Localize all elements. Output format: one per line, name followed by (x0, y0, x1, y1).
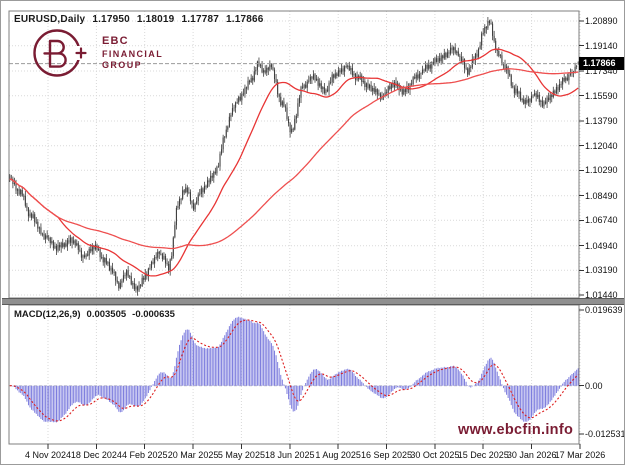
axis-tick-marks (47, 20, 584, 449)
price-axis-label: 1.03190 (585, 265, 618, 276)
date-label: 18 Dec 2024 (70, 450, 122, 460)
price-axis-label: 1.06740 (585, 215, 618, 226)
date-label: 15 Dec 2025 (457, 450, 509, 460)
ohlc-readout: EURUSD,Daily 1.17950 1.18019 1.17787 1.17866 (14, 14, 271, 25)
current-price-tag: 1.17866 (579, 57, 624, 71)
date-label: 20 Mar 2025 (167, 450, 219, 460)
price-axis-label: 1.19140 (585, 40, 618, 51)
ebc-logo-mark-icon (33, 29, 88, 77)
symbol-period-label: EURUSD,Daily (14, 14, 86, 25)
macd-axis-label: -0.012531 (585, 429, 625, 439)
price-axis-label: 1.20890 (585, 16, 618, 26)
ma-fast-line (9, 48, 579, 277)
logo-line-ebc: EBC (102, 35, 129, 47)
macd-label: MACD(12,26,9) (14, 309, 81, 320)
close-value: 1.17866 (226, 14, 264, 25)
price-axis-label: 1.10290 (585, 165, 618, 176)
date-label: 16 Sep 2025 (360, 450, 413, 460)
price-axis-label: 1.15590 (585, 90, 618, 101)
macd-value: 0.003505 (86, 309, 127, 320)
macd-signal-line (9, 319, 579, 422)
date-label: 4 Feb 2025 (121, 450, 168, 460)
price-axis-label: 1.04940 (585, 240, 618, 251)
date-label: 1 Aug 2025 (315, 450, 361, 460)
price-axis-label: 1.12040 (585, 140, 618, 151)
open-value: 1.17950 (92, 14, 130, 25)
high-value: 1.18019 (136, 14, 175, 25)
ma-slow-line (9, 68, 579, 250)
date-label: 4 Nov 2024 (24, 450, 72, 460)
logo-line-group: GROUP (102, 60, 143, 70)
price-axis-label: 1.08490 (585, 190, 618, 201)
date-label: 18 Jun 2025 (265, 450, 315, 460)
price-axis-label: 1.13790 (585, 116, 618, 127)
macd-axis-label: 0.019639 (585, 305, 623, 315)
price-axis-label: 1.01440 (585, 290, 618, 300)
low-value: 1.17787 (181, 14, 219, 25)
date-label: 30 Jan 2026 (506, 450, 557, 460)
grid-horizontal-lines (9, 20, 579, 296)
grid-vertical-lines (47, 11, 581, 444)
panel-separator[interactable] (2, 298, 624, 305)
macd-histogram (10, 316, 579, 423)
price-axis-label: 1.17340 (585, 66, 618, 76)
macd-readout: MACD(12,26,9) 0.003505 -0.000635 (14, 309, 181, 320)
ebc-logo: EBC FINANCIAL GROUP (31, 27, 163, 81)
date-label: 17 Mar 2026 (554, 450, 606, 460)
macd-signal-value: -0.000635 (132, 309, 175, 320)
date-label: 5 May 2025 (217, 450, 265, 460)
logo-line-financial: FINANCIAL (102, 48, 164, 59)
macd-panel-frame (8, 304, 580, 445)
date-label: 30 Oct 2025 (410, 450, 460, 460)
ebc-logo-text: EBC FINANCIAL GROUP (102, 35, 163, 70)
macd-axis-label: 0.00 (585, 380, 603, 391)
watermark-text: www.ebcfin.info (458, 422, 574, 438)
